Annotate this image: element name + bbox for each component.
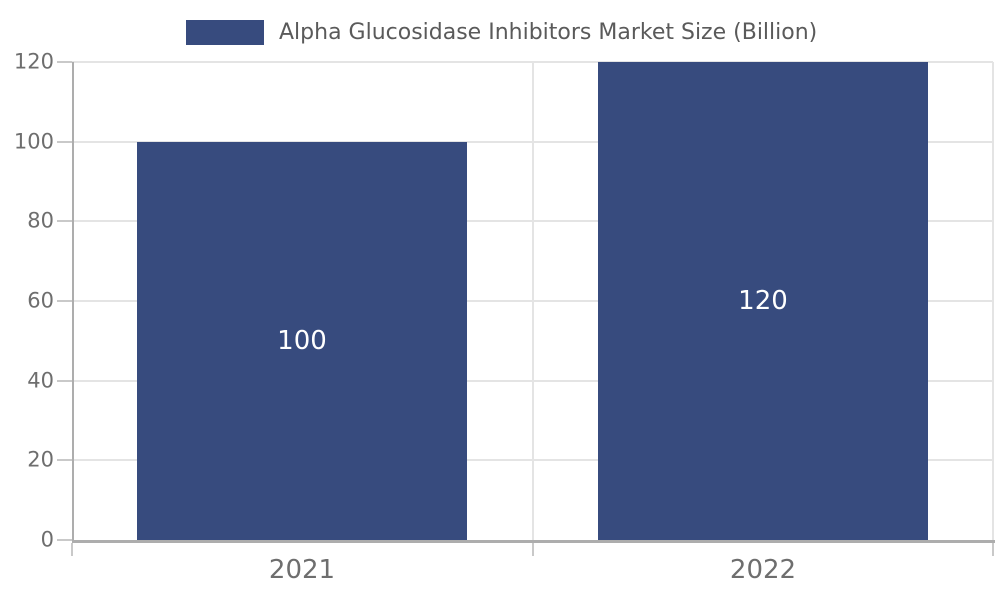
y-tick [57,141,72,143]
x-tick [71,543,73,556]
legend[interactable]: Alpha Glucosidase Inhibitors Market Size… [186,20,817,45]
y-tick [57,459,72,461]
x-tick [532,543,534,556]
bar[interactable] [137,142,467,540]
y-tick-label: 40 [27,368,54,393]
legend-label: Alpha Glucosidase Inhibitors Market Size… [279,20,818,45]
y-tick [57,300,72,302]
bar-value-label: 100 [277,326,327,356]
y-tick-label: 20 [27,447,54,472]
bar[interactable] [598,62,928,540]
y-tick-label: 80 [27,208,54,233]
y-tick [57,539,72,541]
gridline-v [992,62,994,540]
x-tick-label: 2021 [268,555,336,585]
y-tick-label: 0 [40,527,54,552]
y-tick-label: 100 [13,129,54,154]
x-tick [992,543,994,556]
y-axis-line [72,62,74,540]
x-axis-line [72,540,995,543]
gridline-v [532,62,534,540]
bar-value-label: 120 [738,286,788,316]
y-tick [57,61,72,63]
legend-swatch [186,20,264,45]
x-tick-label: 2022 [729,555,797,585]
y-tick [57,220,72,222]
y-tick [57,380,72,382]
y-tick-label: 60 [27,288,54,313]
y-tick-label: 120 [13,49,54,74]
